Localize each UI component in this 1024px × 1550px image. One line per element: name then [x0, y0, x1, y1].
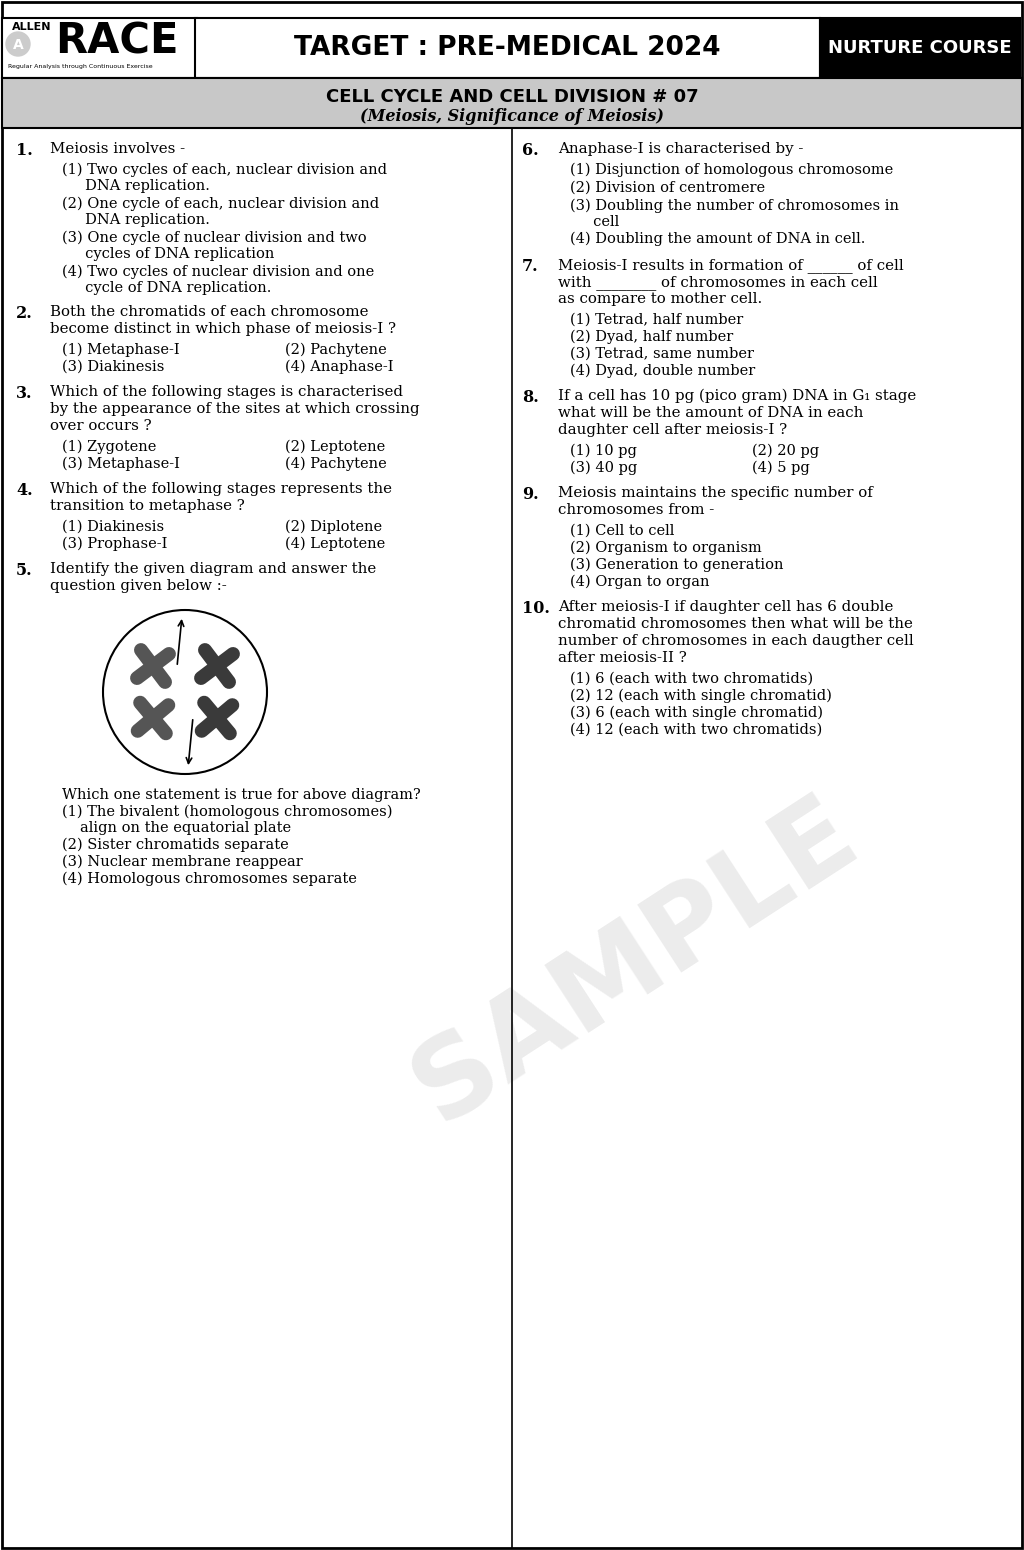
Text: (2) One cycle of each, nuclear division and: (2) One cycle of each, nuclear division …: [62, 197, 379, 211]
Text: RACE: RACE: [55, 20, 178, 62]
Text: (4) Doubling the amount of DNA in cell.: (4) Doubling the amount of DNA in cell.: [570, 232, 865, 246]
Text: (3) Diakinesis: (3) Diakinesis: [62, 360, 165, 374]
Text: ALLEN: ALLEN: [12, 22, 51, 33]
Text: 10.: 10.: [522, 600, 550, 617]
Text: (4) 12 (each with two chromatids): (4) 12 (each with two chromatids): [570, 722, 822, 736]
Text: Both the chromatids of each chromosome: Both the chromatids of each chromosome: [50, 305, 369, 319]
Text: align on the equatorial plate: align on the equatorial plate: [80, 822, 291, 835]
Text: (2) Sister chromatids separate: (2) Sister chromatids separate: [62, 839, 289, 853]
Text: (3) 6 (each with single chromatid): (3) 6 (each with single chromatid): [570, 705, 823, 721]
Text: (1) Disjunction of homologous chromosome: (1) Disjunction of homologous chromosome: [570, 163, 893, 177]
Text: (2) Dyad, half number: (2) Dyad, half number: [570, 330, 733, 344]
Text: (3) Tetrad, same number: (3) Tetrad, same number: [570, 347, 754, 361]
Text: 6.: 6.: [522, 143, 539, 160]
Text: (4) Anaphase-I: (4) Anaphase-I: [285, 360, 393, 375]
Text: 1.: 1.: [16, 143, 33, 160]
Bar: [2, 78, 1022, 129]
Text: Anaphase-I is characterised by -: Anaphase-I is characterised by -: [558, 143, 804, 157]
Text: (3) Prophase-I: (3) Prophase-I: [62, 536, 167, 552]
Text: (1) Metaphase-I: (1) Metaphase-I: [62, 343, 179, 358]
Text: (2) Pachytene: (2) Pachytene: [285, 343, 387, 358]
Text: NURTURE COURSE: NURTURE COURSE: [828, 39, 1012, 57]
Text: A: A: [12, 39, 24, 53]
Text: 5.: 5.: [16, 563, 33, 580]
Text: (Meiosis, Significance of Meiosis): (Meiosis, Significance of Meiosis): [360, 109, 664, 126]
Text: what will be the amount of DNA in each: what will be the amount of DNA in each: [558, 406, 863, 420]
Text: (1) 10 pg: (1) 10 pg: [570, 443, 637, 459]
Text: chromosomes from -: chromosomes from -: [558, 504, 715, 518]
Text: cycles of DNA replication: cycles of DNA replication: [62, 246, 274, 260]
Text: question given below :-: question given below :-: [50, 580, 226, 594]
Text: after meiosis-II ?: after meiosis-II ?: [558, 651, 687, 665]
Text: (4) Leptotene: (4) Leptotene: [285, 536, 385, 552]
Text: (4) Organ to organ: (4) Organ to organ: [570, 575, 710, 589]
Text: (3) Generation to generation: (3) Generation to generation: [570, 558, 783, 572]
Text: Meiosis-I results in formation of ______ of cell: Meiosis-I results in formation of ______…: [558, 257, 904, 273]
Text: (4) Dyad, double number: (4) Dyad, double number: [570, 364, 756, 378]
Text: Regular Analysis through Continuous Exercise: Regular Analysis through Continuous Exer…: [8, 64, 153, 70]
Text: transition to metaphase ?: transition to metaphase ?: [50, 499, 245, 513]
Text: TARGET : PRE-MEDICAL 2024: TARGET : PRE-MEDICAL 2024: [294, 36, 721, 60]
Text: (1) Diakinesis: (1) Diakinesis: [62, 519, 164, 535]
Text: (1) Two cycles of each, nuclear division and: (1) Two cycles of each, nuclear division…: [62, 163, 387, 177]
Text: (1) Tetrad, half number: (1) Tetrad, half number: [570, 313, 743, 327]
Text: SAMPLE: SAMPLE: [394, 778, 876, 1144]
Text: Meiosis maintains the specific number of: Meiosis maintains the specific number of: [558, 487, 872, 501]
Text: 9.: 9.: [522, 487, 539, 504]
Text: 3.: 3.: [16, 384, 33, 401]
Circle shape: [6, 33, 30, 56]
Text: (1) Zygotene: (1) Zygotene: [62, 440, 157, 454]
Text: (3) 40 pg: (3) 40 pg: [570, 460, 637, 476]
Text: (3) Metaphase-I: (3) Metaphase-I: [62, 457, 180, 471]
Text: Which of the following stages is characterised: Which of the following stages is charact…: [50, 384, 403, 398]
Text: (2) Diplotene: (2) Diplotene: [285, 519, 382, 535]
Text: (2) Division of centromere: (2) Division of centromere: [570, 181, 765, 195]
Text: (1) 6 (each with two chromatids): (1) 6 (each with two chromatids): [570, 673, 813, 687]
Text: After meiosis-I if daughter cell has 6 double: After meiosis-I if daughter cell has 6 d…: [558, 600, 893, 614]
Text: (2) Organism to organism: (2) Organism to organism: [570, 541, 762, 555]
Text: (3) One cycle of nuclear division and two: (3) One cycle of nuclear division and tw…: [62, 231, 367, 245]
Text: CELL CYCLE AND CELL DIVISION # 07: CELL CYCLE AND CELL DIVISION # 07: [326, 88, 698, 105]
Text: (4) 5 pg: (4) 5 pg: [752, 460, 810, 476]
Text: Identify the given diagram and answer the: Identify the given diagram and answer th…: [50, 563, 376, 577]
Text: 2.: 2.: [16, 305, 33, 322]
Text: Which of the following stages represents the: Which of the following stages represents…: [50, 482, 392, 496]
Text: (2) 12 (each with single chromatid): (2) 12 (each with single chromatid): [570, 690, 831, 704]
Text: (4) Homologous chromosomes separate: (4) Homologous chromosomes separate: [62, 873, 357, 887]
Text: by the appearance of the sites at which crossing: by the appearance of the sites at which …: [50, 401, 420, 415]
Text: 7.: 7.: [522, 257, 539, 274]
Text: (1) The bivalent (homologous chromosomes): (1) The bivalent (homologous chromosomes…: [62, 804, 392, 820]
Text: with ________ of chromosomes in each cell: with ________ of chromosomes in each cel…: [558, 274, 878, 290]
Text: Which one statement is true for above diagram?: Which one statement is true for above di…: [62, 787, 421, 801]
Bar: [2, 19, 197, 78]
Text: (1) Cell to cell: (1) Cell to cell: [570, 524, 675, 538]
Text: (3) Nuclear membrane reappear: (3) Nuclear membrane reappear: [62, 856, 303, 870]
Text: over occurs ?: over occurs ?: [50, 418, 152, 432]
Text: (2) Leptotene: (2) Leptotene: [285, 440, 385, 454]
Text: (2) 20 pg: (2) 20 pg: [752, 443, 819, 459]
Bar: [195, 19, 820, 78]
Text: (3) Doubling the number of chromosomes in: (3) Doubling the number of chromosomes i…: [570, 198, 899, 214]
Text: DNA replication.: DNA replication.: [62, 178, 210, 194]
Text: as compare to mother cell.: as compare to mother cell.: [558, 291, 762, 305]
Text: (4) Pachytene: (4) Pachytene: [285, 457, 387, 471]
Text: 8.: 8.: [522, 389, 539, 406]
Text: DNA replication.: DNA replication.: [62, 212, 210, 226]
Text: If a cell has 10 pg (pico gram) DNA in G₁ stage: If a cell has 10 pg (pico gram) DNA in G…: [558, 389, 916, 403]
Text: become distinct in which phase of meiosis-I ?: become distinct in which phase of meiosi…: [50, 322, 396, 336]
Text: daughter cell after meiosis-I ?: daughter cell after meiosis-I ?: [558, 423, 787, 437]
Text: Meiosis involves -: Meiosis involves -: [50, 143, 185, 157]
Text: number of chromosomes in each daugther cell: number of chromosomes in each daugther c…: [558, 634, 913, 648]
Bar: [820, 19, 1020, 78]
Text: chromatid chromosomes then what will be the: chromatid chromosomes then what will be …: [558, 617, 912, 631]
Text: 4.: 4.: [16, 482, 33, 499]
Text: (4) Two cycles of nuclear division and one: (4) Two cycles of nuclear division and o…: [62, 265, 374, 279]
Text: cell: cell: [570, 215, 620, 229]
Text: cycle of DNA replication.: cycle of DNA replication.: [62, 281, 271, 294]
